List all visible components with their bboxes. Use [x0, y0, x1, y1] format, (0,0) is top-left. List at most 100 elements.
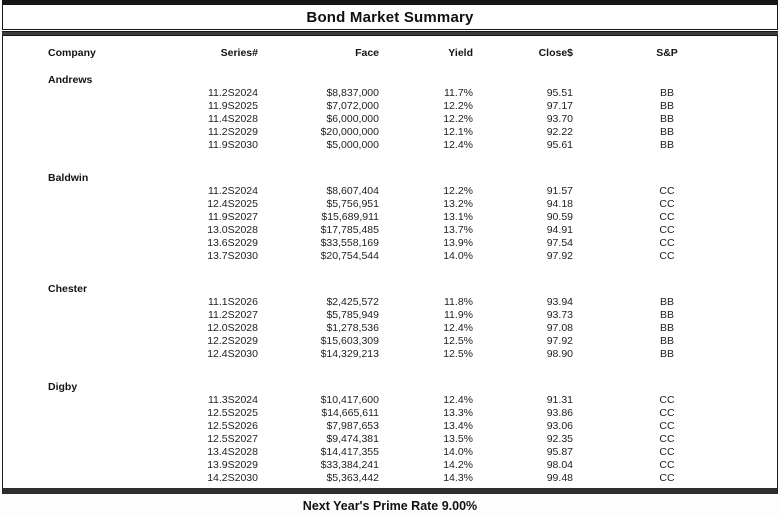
- bond-sp-rating: BB: [659, 126, 674, 138]
- bond-company-spacer: [3, 113, 168, 126]
- company-name: Digby: [48, 381, 78, 393]
- bond-sp-rating: BB: [659, 87, 674, 99]
- company-name: Baldwin: [48, 172, 89, 184]
- bond-close: 94.18: [546, 198, 573, 210]
- column-header-series: Series#: [220, 47, 258, 59]
- company-name-row: Chester: [3, 283, 777, 296]
- bond-face: $17,785,485: [320, 224, 379, 236]
- bond-company-spacer: [3, 126, 168, 139]
- bond-sp-rating: CC: [659, 472, 675, 484]
- bond-face: $5,756,951: [326, 198, 379, 210]
- bond-row: 13.6S2029 $33,558,169 13.9% 97.54 CC: [3, 237, 777, 250]
- bond-company-spacer: [3, 296, 168, 309]
- bond-face: $5,000,000: [326, 139, 379, 151]
- bond-yield: 12.2%: [443, 113, 473, 125]
- bond-series: 12.5S2027: [207, 433, 258, 445]
- bond-series: 14.2S2030: [207, 472, 258, 484]
- bond-face: $8,837,000: [326, 87, 379, 99]
- column-header-close: Close$: [538, 47, 573, 59]
- bond-yield: 11.8%: [444, 296, 473, 308]
- bond-series: 11.2S2029: [207, 126, 258, 138]
- bond-close: 97.92: [546, 250, 573, 262]
- bond-row: 11.2S2029 $20,000,000 12.1% 92.22 BB: [3, 126, 777, 139]
- bond-sp-rating: CC: [659, 224, 675, 236]
- bond-series: 12.0S2028: [207, 322, 258, 334]
- bond-row: 12.0S2028 $1,278,536 12.4% 97.08 BB: [3, 322, 777, 335]
- bond-close: 97.92: [546, 335, 573, 347]
- bond-company-spacer: [3, 420, 168, 433]
- bond-row: 11.9S2025 $7,072,000 12.2% 97.17 BB: [3, 100, 777, 113]
- bond-face: $5,785,949: [326, 309, 379, 321]
- bond-yield: 13.7%: [443, 224, 473, 236]
- bond-close: 92.22: [546, 126, 573, 138]
- bond-face: $33,558,169: [320, 237, 379, 249]
- bond-face: $9,474,381: [326, 433, 379, 445]
- bond-row: 13.9S2029 $33,384,241 14.2% 98.04 CC: [3, 459, 777, 472]
- bond-series: 11.4S2028: [207, 113, 258, 125]
- bond-yield: 13.4%: [443, 420, 473, 432]
- bond-series: 13.7S2030: [207, 250, 258, 262]
- bond-series: 12.5S2026: [207, 420, 258, 432]
- bond-face: $33,384,241: [320, 459, 379, 471]
- bond-row: 11.9S2030 $5,000,000 12.4% 95.61 BB: [3, 139, 777, 152]
- bond-face: $15,689,911: [321, 211, 379, 223]
- bond-yield: 12.2%: [443, 185, 473, 197]
- bond-company-spacer: [3, 237, 168, 250]
- bond-row: 11.2S2024 $8,607,404 12.2% 91.57 CC: [3, 185, 777, 198]
- bond-close: 98.04: [546, 459, 573, 471]
- bond-sp-rating: BB: [659, 348, 674, 360]
- bond-row: 12.5S2025 $14,665,611 13.3% 93.86 CC: [3, 407, 777, 420]
- bond-series: 11.2S2024: [207, 185, 258, 197]
- bond-close: 93.73: [546, 309, 573, 321]
- bond-series: 11.9S2025: [207, 100, 258, 112]
- bond-row: 12.5S2027 $9,474,381 13.5% 92.35 CC: [3, 433, 777, 446]
- company-block: Chester 11.1S2026 $2,425,572 11.8% 93.94 BB 11…: [3, 283, 777, 361]
- bond-series: 12.5S2025: [207, 407, 258, 419]
- bond-sp-rating: BB: [659, 322, 674, 334]
- table-header-row: Company Series# Face Yield Close$ S&P: [3, 47, 777, 60]
- bond-close: 95.61: [546, 139, 573, 151]
- table-body: Andrews 11.2S2024 $8,837,000 11.7% 95.51 BB 11…: [3, 74, 777, 485]
- bond-yield: 11.7%: [444, 87, 473, 99]
- bond-row: 12.4S2025 $5,756,951 13.2% 94.18 CC: [3, 198, 777, 211]
- bond-close: 95.87: [546, 446, 573, 458]
- column-header-face: Face: [355, 47, 379, 59]
- bond-series: 11.2S2024: [207, 87, 258, 99]
- bond-series: 13.6S2029: [207, 237, 258, 249]
- bond-face: $7,072,000: [326, 100, 379, 112]
- bond-face: $20,754,544: [320, 250, 379, 262]
- bond-close: 97.08: [546, 322, 573, 334]
- bond-row: 12.5S2026 $7,987,653 13.4% 93.06 CC: [3, 420, 777, 433]
- bond-company-spacer: [3, 459, 168, 472]
- bond-row: 11.4S2028 $6,000,000 12.2% 93.70 BB: [3, 113, 777, 126]
- bond-company-spacer: [3, 139, 168, 152]
- bond-company-spacer: [3, 433, 168, 446]
- bond-company-spacer: [3, 348, 168, 361]
- bond-row: 11.9S2027 $15,689,911 13.1% 90.59 CC: [3, 211, 777, 224]
- bond-close: 91.57: [546, 185, 573, 197]
- bond-close: 90.59: [546, 211, 573, 223]
- bond-face: $14,665,611: [321, 407, 379, 419]
- bond-row: 12.4S2030 $14,329,213 12.5% 98.90 BB: [3, 348, 777, 361]
- bond-series: 11.9S2027: [207, 211, 258, 223]
- company-block: Digby 11.3S2024 $10,417,600 12.4% 91.31 CC 12.…: [3, 381, 777, 485]
- bond-series: 11.2S2027: [207, 309, 258, 321]
- bond-close: 92.35: [546, 433, 573, 445]
- bond-company-spacer: [3, 322, 168, 335]
- bond-row: 13.0S2028 $17,785,485 13.7% 94.91 CC: [3, 224, 777, 237]
- bond-sp-rating: BB: [659, 309, 674, 321]
- bond-face: $14,329,213: [320, 348, 379, 360]
- bond-series: 11.9S2030: [207, 139, 258, 151]
- bond-face: $15,603,309: [320, 335, 379, 347]
- bond-series: 12.4S2025: [207, 198, 258, 210]
- bond-yield: 12.4%: [443, 139, 473, 151]
- bond-close: 93.86: [546, 407, 573, 419]
- prime-rate-footer: Next Year's Prime Rate 9.00%: [302, 499, 478, 513]
- bond-yield: 12.1%: [443, 126, 473, 138]
- bond-sp-rating: CC: [659, 459, 675, 471]
- bond-company-spacer: [3, 309, 168, 322]
- bond-row: 11.3S2024 $10,417,600 12.4% 91.31 CC: [3, 394, 777, 407]
- bond-close: 93.06: [546, 420, 573, 432]
- bond-sp-rating: BB: [659, 296, 674, 308]
- bond-company-spacer: [3, 250, 168, 263]
